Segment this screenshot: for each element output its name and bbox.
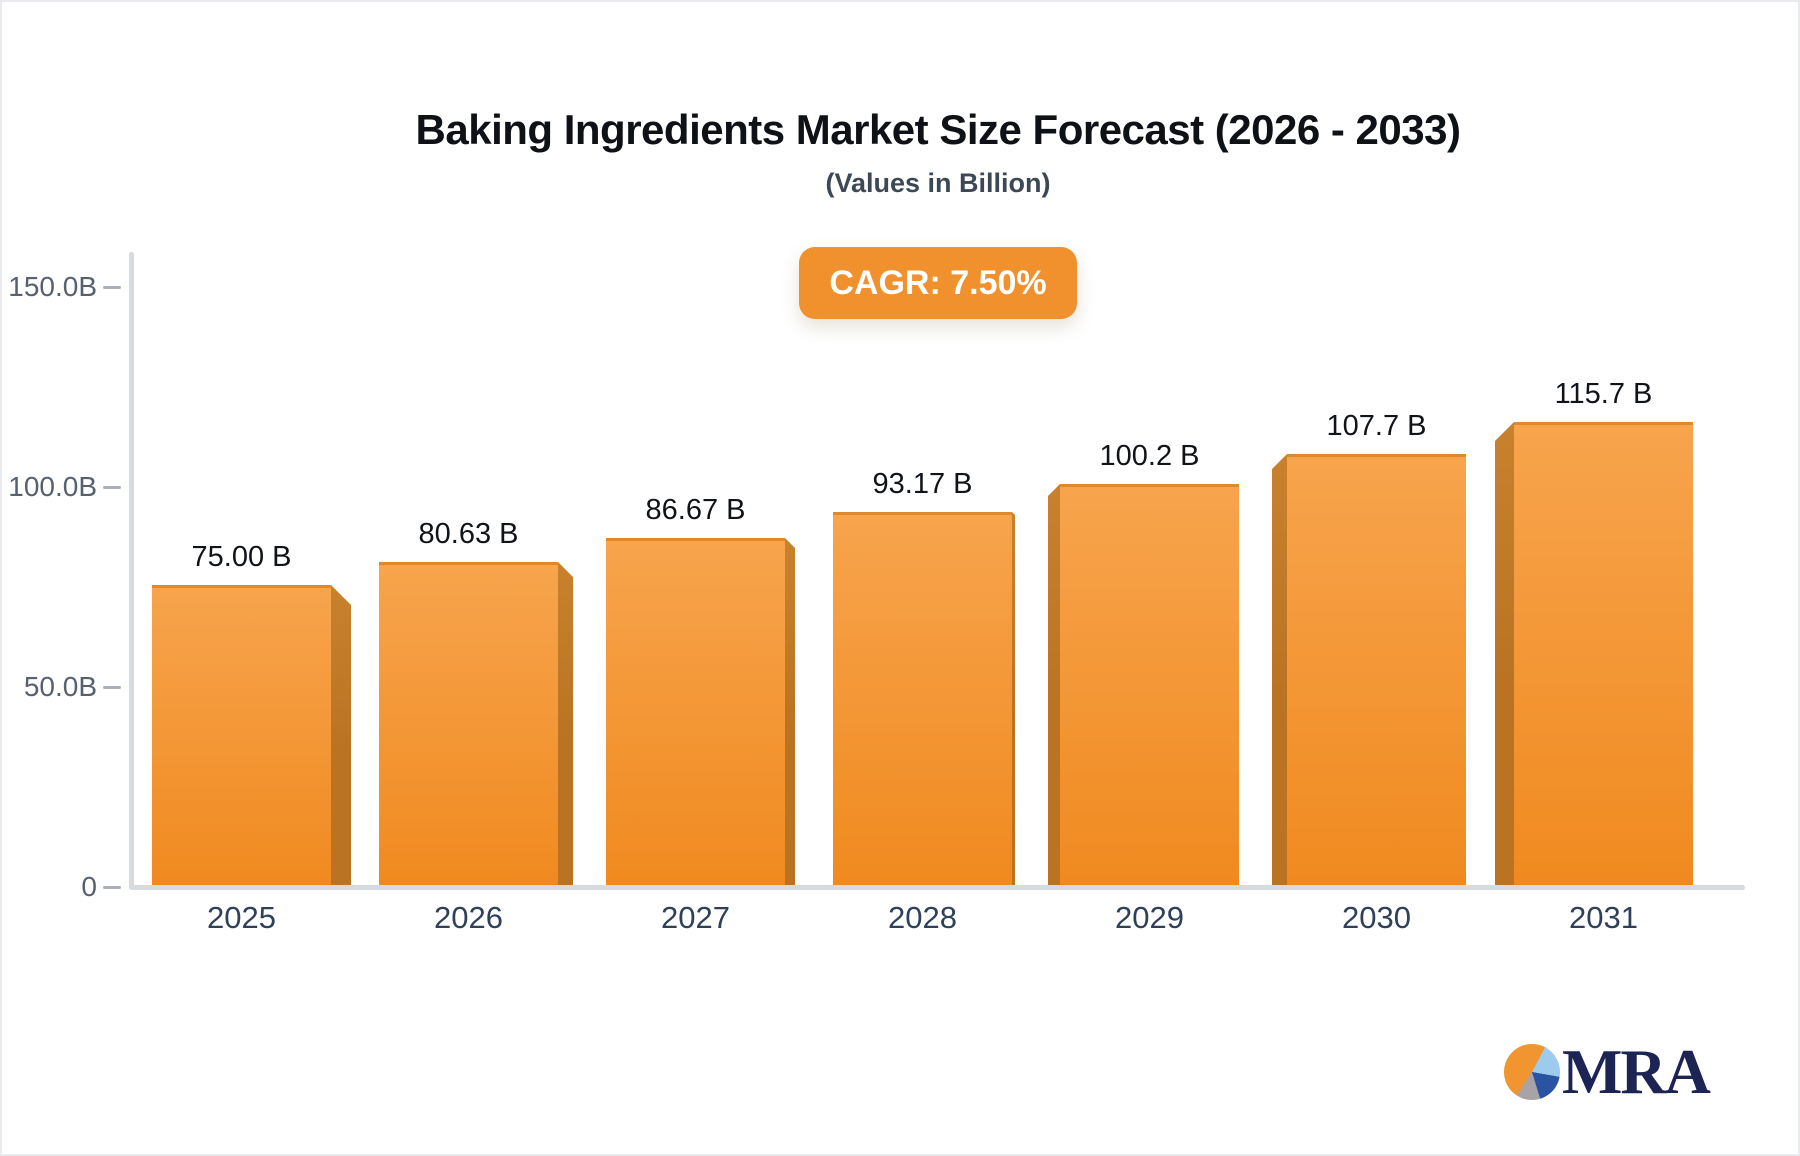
bar-3d-side	[331, 585, 351, 885]
bar	[606, 538, 785, 885]
y-axis-tick	[103, 686, 121, 689]
bar-3d-side	[1272, 454, 1287, 885]
x-axis-line	[129, 885, 1745, 890]
bar-3d-side	[785, 538, 795, 885]
x-axis-label: 2025	[207, 900, 276, 935]
page-subtitle: (Values in Billion)	[825, 168, 1051, 198]
bar-value-label: 93.17 B	[872, 468, 973, 500]
bar-3d-side	[1495, 422, 1514, 885]
brand-logo: MRA	[1504, 1036, 1711, 1107]
bar-value-label: 80.63 B	[418, 518, 519, 550]
x-axis-label: 2030	[1342, 900, 1411, 935]
bar	[833, 512, 1012, 885]
bar-value-label: 75.00 B	[191, 541, 292, 573]
bar	[1514, 422, 1693, 885]
x-axis-label: 2028	[888, 900, 957, 935]
y-axis-line	[129, 252, 134, 890]
page-title: Baking Ingredients Market Size Forecast …	[415, 106, 1461, 153]
bar-3d-side	[1048, 484, 1060, 885]
bar-3d-side	[558, 562, 573, 885]
bar-value-label: 100.2 B	[1099, 440, 1200, 472]
y-axis-tick	[103, 886, 121, 889]
y-axis-label: 100.0B	[8, 471, 97, 502]
pie-chart-icon	[1504, 1044, 1560, 1100]
y-axis-tick	[103, 286, 121, 289]
bar	[1287, 454, 1466, 885]
bar-value-label: 115.7 B	[1554, 378, 1653, 410]
x-axis-label: 2027	[661, 900, 730, 935]
x-axis-label: 2026	[434, 900, 503, 935]
bar	[152, 585, 331, 885]
bar-value-label: 86.67 B	[645, 494, 746, 526]
bar	[379, 562, 558, 885]
y-axis-label: 50.0B	[23, 671, 97, 702]
cagr-badge: CAGR: 7.50%	[799, 247, 1077, 319]
brand-text: MRA	[1562, 1036, 1711, 1107]
bar	[1060, 484, 1239, 885]
bar-3d-side	[1012, 512, 1015, 885]
bar-value-label: 107.7 B	[1326, 410, 1427, 442]
y-axis-label: 150.0B	[8, 271, 97, 302]
y-axis-label: 0	[81, 871, 97, 902]
chart-header: Baking Ingredients Market Size Forecast …	[132, 2, 1744, 319]
x-axis-label: 2031	[1569, 900, 1638, 935]
y-axis-tick	[103, 486, 121, 489]
x-axis-label: 2029	[1115, 900, 1184, 935]
